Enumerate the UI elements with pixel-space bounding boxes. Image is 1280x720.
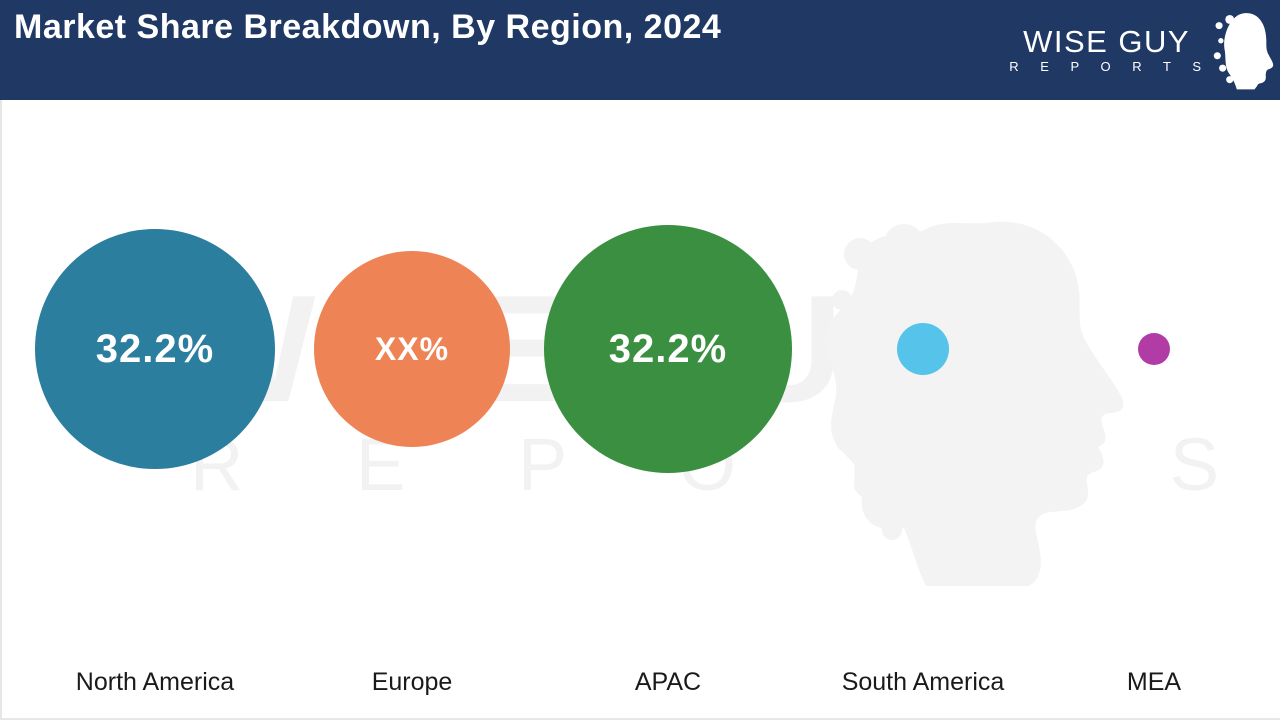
- watermark-head-silhouette: [825, 221, 1124, 586]
- category-label-mea: MEA: [1126, 668, 1182, 696]
- bubble-chart: WISE GUY R E P O R T S: [0, 100, 1280, 720]
- bubble-apac: 32.2%: [544, 225, 792, 473]
- brand-name: WISE GUY: [1023, 23, 1191, 59]
- brand-head-icon: [1213, 13, 1274, 90]
- brand-logo-text: WISE GUY R E P O R T S: [1003, 23, 1210, 75]
- category-label-europe: Europe: [371, 668, 453, 696]
- category-label-south-america: South America: [841, 668, 1005, 696]
- bubble-south-america: [897, 323, 949, 375]
- bubble-value-label-north-america: 32.2%: [95, 326, 215, 371]
- header-bar: Market Share Breakdown, By Region, 2024 …: [0, 0, 1280, 100]
- bubble-value-label-europe: XX%: [374, 330, 450, 367]
- bubble-value-label-apac: 32.2%: [608, 326, 728, 371]
- page-title: Market Share Breakdown, By Region, 2024: [14, 8, 722, 46]
- bubble-north-america: 32.2%: [35, 229, 275, 469]
- brand-tagline: R E P O R T S: [1009, 59, 1210, 75]
- bubble-mea: [1138, 333, 1170, 365]
- category-label-north-america: North America: [75, 668, 235, 696]
- category-label-apac: APAC: [634, 668, 702, 696]
- bubble-europe: XX%: [314, 251, 510, 447]
- brand-logo: WISE GUY R E P O R T S: [1003, 0, 1274, 100]
